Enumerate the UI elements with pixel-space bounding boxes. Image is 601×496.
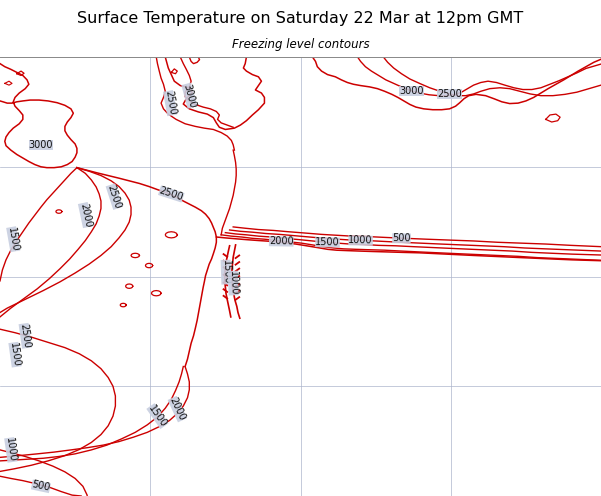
- Text: 1500: 1500: [146, 403, 169, 429]
- Text: 1500: 1500: [221, 259, 231, 285]
- Text: 2000: 2000: [168, 396, 187, 423]
- Text: 1500: 1500: [6, 226, 20, 252]
- Text: 2000: 2000: [78, 202, 93, 228]
- Text: 500: 500: [31, 480, 51, 493]
- Text: 2500: 2500: [437, 89, 462, 99]
- Text: 2500: 2500: [158, 186, 185, 202]
- Text: 2500: 2500: [19, 323, 32, 349]
- Text: 3000: 3000: [400, 86, 424, 96]
- Text: 2500: 2500: [106, 184, 123, 210]
- Text: Freezing level contours: Freezing level contours: [232, 38, 369, 51]
- Text: Surface Temperature on Saturday 22 Mar at 12pm GMT: Surface Temperature on Saturday 22 Mar a…: [78, 11, 523, 26]
- Text: 500: 500: [392, 233, 411, 244]
- Text: 1000: 1000: [228, 271, 239, 296]
- Text: 2500: 2500: [163, 90, 177, 116]
- Text: 1000: 1000: [4, 437, 17, 463]
- Text: 2000: 2000: [269, 236, 294, 247]
- Text: 3000: 3000: [29, 140, 53, 150]
- Text: 3000: 3000: [182, 82, 197, 109]
- Text: 1500: 1500: [315, 237, 340, 248]
- Text: 1000: 1000: [348, 235, 373, 246]
- Text: 1500: 1500: [8, 342, 22, 368]
